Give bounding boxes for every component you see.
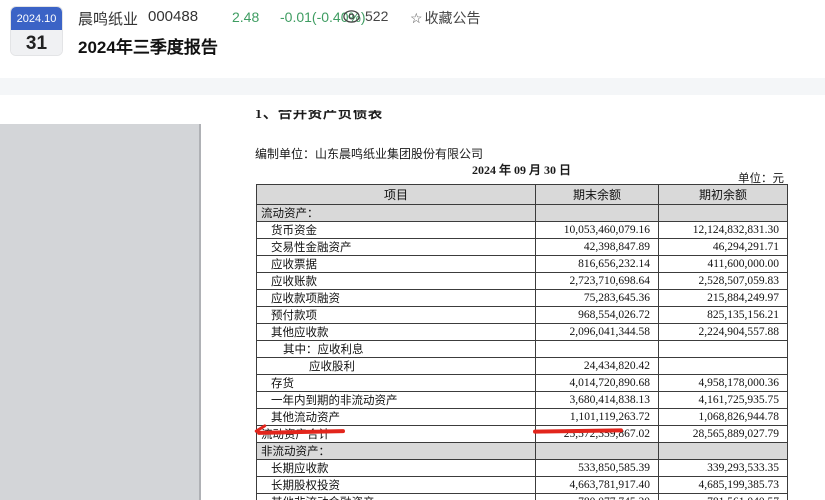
view-count: 522	[343, 8, 388, 24]
amount-cell: 4,014,720,890.68	[535, 374, 659, 392]
balance-sheet-body: 流动资产： 货币资金 10,053,460,079.16 12,124,832,831…	[256, 204, 788, 500]
date-badge: 2024.10 31	[10, 6, 63, 56]
amount-cell	[535, 442, 659, 460]
amount-cell: 2,224,904,557.88	[658, 323, 788, 341]
amount-cell: 781,561,040.57	[658, 493, 788, 500]
item-label-cell: 其他应收款	[256, 323, 536, 341]
table-row: 一年内到期的非流动资产 3,680,414,838.13 4,161,725,935…	[256, 391, 788, 409]
table-row: 非流动资产：	[256, 442, 788, 460]
eye-icon	[343, 9, 360, 23]
table-row: 应收款项融资 75,283,645.36 215,884,249.97	[256, 289, 788, 307]
favorite-label: 收藏公告	[424, 10, 481, 26]
amount-cell: 12,124,832,831.30	[658, 221, 788, 239]
item-label-cell: 存货	[256, 374, 536, 392]
amount-cell: 2,528,507,059.83	[658, 272, 788, 290]
item-label-cell: 应收款项融资	[256, 289, 536, 307]
amount-cell: 46,294,291.71	[658, 238, 788, 256]
amount-cell: 24,434,820.42	[535, 357, 659, 375]
column-header: 项目	[256, 184, 536, 205]
table-row: 应收账款 2,723,710,698.64 2,528,507,059.83	[256, 272, 788, 290]
amount-cell: 816,656,232.14	[535, 255, 659, 273]
amount-cell: 10,053,460,079.16	[535, 221, 659, 239]
amount-cell: 339,293,533.35	[658, 459, 788, 477]
item-label-cell: 长期股权投资	[256, 476, 536, 494]
item-label-cell: 其中：应收利息	[256, 340, 536, 358]
table-row: 其他应收款 2,096,041,344.58 2,224,904,557.88	[256, 323, 788, 341]
amount-cell	[535, 204, 659, 222]
company-name: 晨鸣纸业	[78, 11, 139, 28]
table-row: 其他非流动金融资产780,077,745.20781,561,040.57	[256, 493, 788, 500]
item-label-cell: 非流动资产：	[256, 442, 536, 460]
stock-change: -0.01(-0.40%)	[280, 9, 366, 25]
amount-cell: 780,077,745.20	[535, 493, 659, 500]
prepared-by-line: 编制单位：山东晨鸣纸业集团股份有限公司	[255, 147, 484, 161]
item-label-cell: 交易性金融资产	[256, 238, 536, 256]
amount-cell: 3,680,414,838.13	[535, 391, 659, 409]
table-row: 存货 4,014,720,890.68 4,958,178,000.36	[256, 374, 788, 392]
table-header-row: 项目 期末余额 期初余额	[256, 184, 788, 205]
amount-cell	[658, 204, 788, 222]
stock-price: 2.48	[232, 9, 260, 25]
view-count-value: 522	[365, 8, 389, 24]
viewer-gray-margin	[0, 124, 201, 500]
item-label-cell: 流动资产合计	[256, 425, 536, 443]
unit-label: 单位：元	[738, 173, 784, 185]
amount-cell: 215,884,249.97	[658, 289, 788, 307]
amount-cell: 1,068,826,944.78	[658, 408, 788, 426]
date-badge-day: 31	[11, 30, 62, 55]
balance-sheet-table: 项目 期末余额 期初余额 流动资产： 货币资金 10,053,460,079.16 12,…	[256, 184, 788, 500]
amount-cell: 4,958,178,000.36	[658, 374, 788, 392]
item-label-cell: 应收票据	[256, 255, 536, 273]
star-icon: ☆	[410, 9, 423, 26]
table-row: 预付款项 968,554,026.72 825,135,156.21	[256, 306, 788, 324]
item-label-cell: 其他流动资产	[256, 408, 536, 426]
statement-date: 2024 年 09 月 30 日	[471, 163, 571, 177]
amount-cell: 533,850,585.39	[535, 459, 659, 477]
item-label-cell: 长期应收款	[256, 459, 536, 477]
amount-cell: 4,685,199,385.73	[658, 476, 788, 494]
date-badge-month: 2024.10	[11, 7, 62, 30]
amount-cell: 1,101,119,263.72	[535, 408, 659, 426]
table-row: 应收票据 816,656,232.14 411,600,000.00	[256, 255, 788, 273]
table-row: 长期股权投资 4,663,781,917.40 4,685,199,385.73	[256, 476, 788, 494]
table-row: 其中：应收利息	[256, 340, 788, 358]
item-label-cell: 一年内到期的非流动资产	[256, 391, 536, 409]
stock-code: 000488	[148, 8, 199, 25]
table-row: 应收股利 24,434,820.42	[256, 357, 788, 375]
column-header: 期初余额	[658, 184, 788, 205]
amount-cell	[658, 357, 788, 375]
amount-cell	[658, 340, 788, 358]
amount-cell: 2,096,041,344.58	[535, 323, 659, 341]
column-header: 期末余额	[535, 184, 659, 205]
item-label-cell: 预付款项	[256, 306, 536, 324]
table-row: 流动资产：	[256, 204, 788, 222]
table-row: 流动资产合计 25,572,359,867.02 28,565,889,027.79	[256, 425, 788, 443]
amount-cell: 42,398,847.89	[535, 238, 659, 256]
table-row: 交易性金融资产 42,398,847.89 46,294,291.71	[256, 238, 788, 256]
table-row: 长期应收款 533,850,585.39 339,293,533.35	[256, 459, 788, 477]
amount-cell: 411,600,000.00	[658, 255, 788, 273]
section-heading: 1、合并资产负债表	[255, 110, 383, 122]
amount-cell: 75,283,645.36	[535, 289, 659, 307]
header-separator-band	[0, 78, 825, 95]
amount-cell	[535, 340, 659, 358]
item-label-cell: 货币资金	[256, 221, 536, 239]
item-label-cell: 应收账款	[256, 272, 536, 290]
amount-cell: 2,723,710,698.64	[535, 272, 659, 290]
item-label-cell: 应收股利	[256, 357, 536, 375]
amount-cell: 825,135,156.21	[658, 306, 788, 324]
table-row: 其他流动资产 1,101,119,263.72 1,068,826,944.78	[256, 408, 788, 426]
amount-cell	[658, 442, 788, 460]
report-title: 2024年三季度报告	[78, 38, 218, 57]
amount-cell: 28,565,889,027.79	[658, 425, 788, 443]
favorite-announcement-button[interactable]: ☆ 收藏公告	[410, 8, 481, 28]
amount-cell: 4,161,725,935.75	[658, 391, 788, 409]
item-label-cell: 流动资产：	[256, 204, 536, 222]
item-label-cell: 其他非流动金融资产	[256, 493, 536, 500]
amount-cell: 4,663,781,917.40	[535, 476, 659, 494]
amount-cell: 968,554,026.72	[535, 306, 659, 324]
table-row: 货币资金 10,053,460,079.16 12,124,832,831.30	[256, 221, 788, 239]
